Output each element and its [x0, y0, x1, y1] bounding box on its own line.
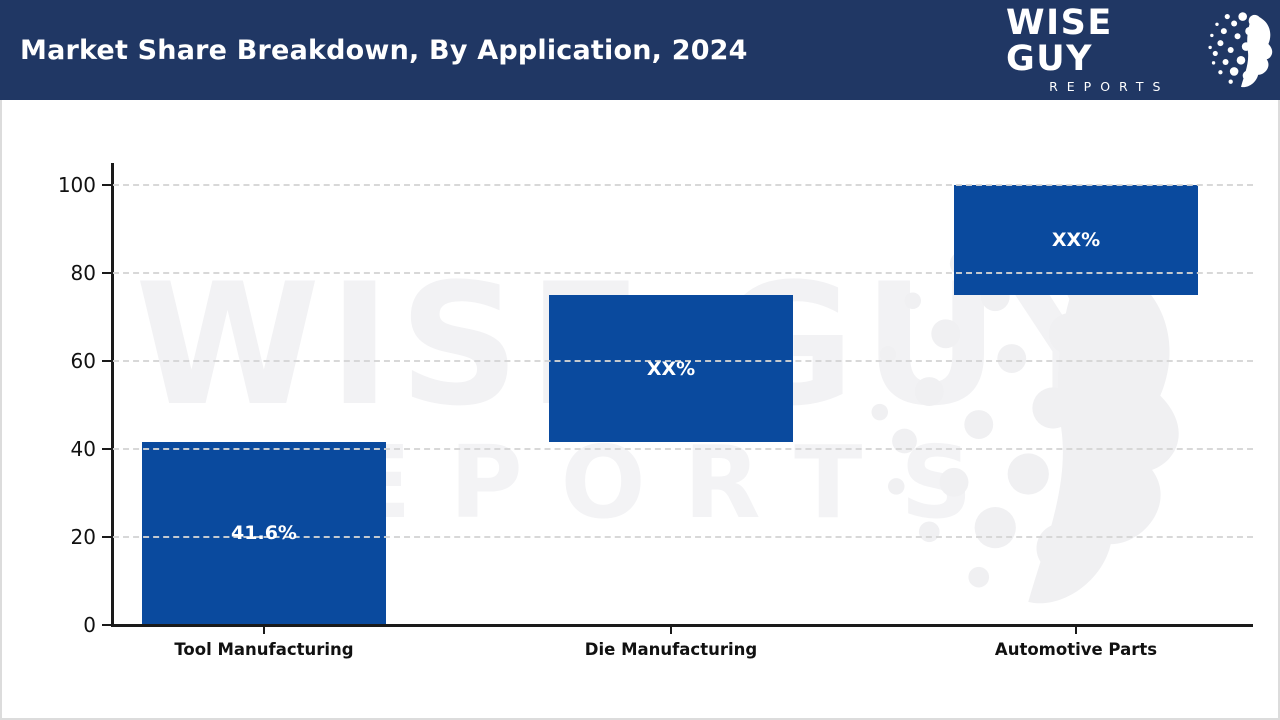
gridline-40: [113, 448, 1253, 450]
y-tick: [102, 272, 111, 274]
y-tick: [102, 448, 111, 450]
y-tick-label: 100: [57, 173, 96, 197]
bar-value-label-die-manufacturing: XX%: [646, 357, 696, 380]
y-tick-label: 60: [70, 349, 96, 373]
brand-logo: WISE GUY REPORTS: [1006, 4, 1274, 96]
bar-tool-manufacturing: [142, 441, 386, 625]
watermark-head-icon: [871, 243, 1179, 604]
y-tick-label: 80: [70, 261, 96, 285]
y-tick-label: 0: [83, 613, 96, 637]
y-axis-line: [111, 163, 114, 625]
category-label-automotive-parts: Automotive Parts: [994, 640, 1158, 659]
x-tick: [1075, 625, 1077, 634]
page-border-left: [0, 100, 2, 720]
category-label-tool-manufacturing: Tool Manufacturing: [174, 640, 354, 659]
bar-die-manufacturing: [549, 295, 793, 442]
bar-automotive-parts: [954, 185, 1198, 296]
bar-value-label-automotive-parts: XX%: [1051, 229, 1101, 252]
gridline-20: [113, 536, 1253, 538]
x-tick: [670, 625, 672, 634]
bar-value-label-tool-manufacturing: 41.6%: [231, 522, 297, 545]
gridline-60: [113, 360, 1253, 362]
category-label-die-manufacturing: Die Manufacturing: [584, 640, 758, 659]
y-tick: [102, 536, 111, 538]
y-tick: [102, 624, 111, 626]
y-tick: [102, 184, 111, 186]
page-border-right: [1278, 100, 1280, 720]
y-tick: [102, 360, 111, 362]
brand-name: WISE GUY: [1006, 3, 1113, 79]
header-band: Market Share Breakdown, By Application, …: [0, 0, 1280, 100]
x-axis-line: [111, 624, 1253, 627]
page-border-bottom: [0, 718, 1280, 720]
brand-subtitle: REPORTS: [1049, 79, 1170, 94]
x-tick: [263, 625, 265, 634]
y-tick-label: 40: [70, 437, 96, 461]
gridline-100: [113, 184, 1253, 186]
dotted-head-icon: [1208, 12, 1273, 88]
y-tick-label: 20: [70, 525, 96, 549]
page-title: Market Share Breakdown, By Application, …: [20, 34, 748, 66]
gridline-80: [113, 272, 1253, 274]
brand-logo-text: WISE GUY REPORTS: [1006, 5, 1203, 95]
